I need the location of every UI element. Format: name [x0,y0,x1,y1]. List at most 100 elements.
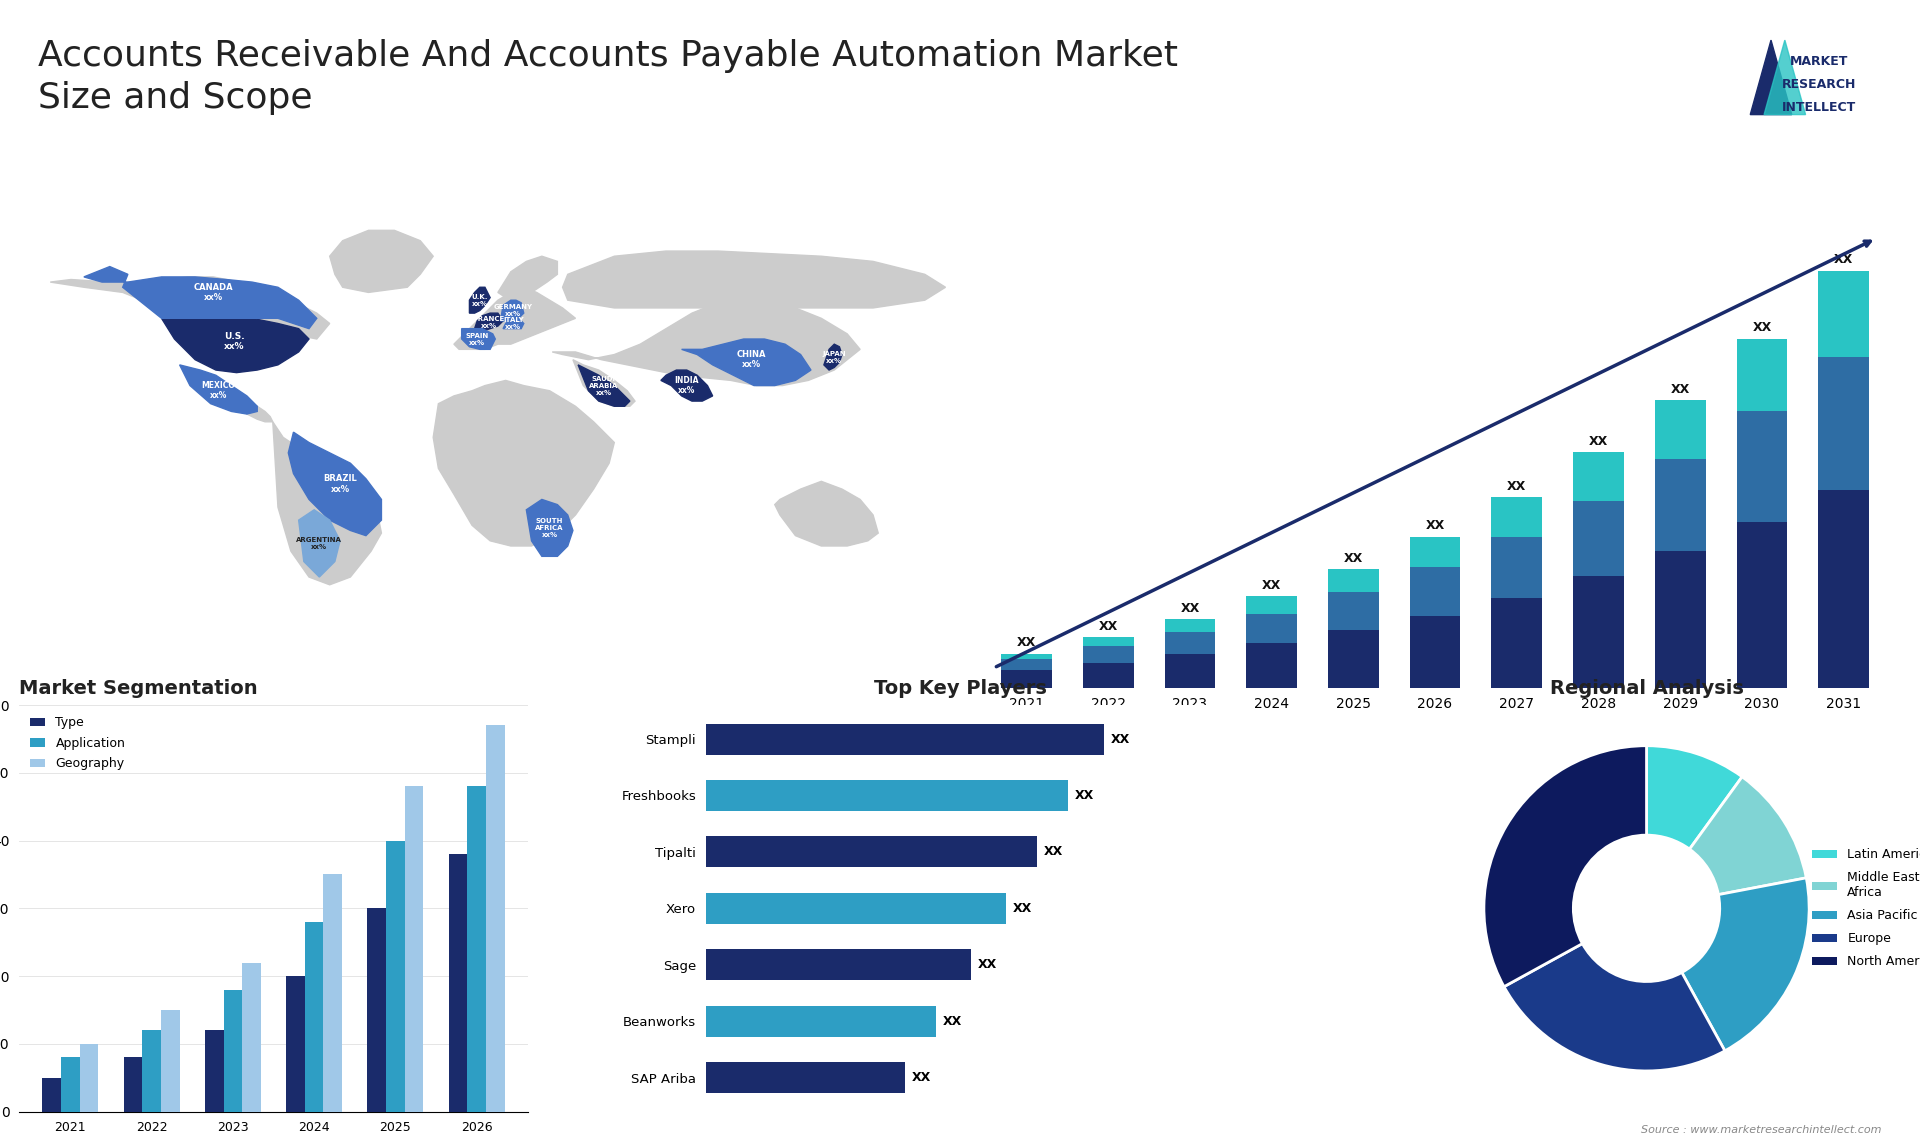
Text: XX: XX [943,1014,962,1028]
Wedge shape [1503,943,1724,1072]
Bar [1736,339,1788,411]
Polygon shape [242,401,273,422]
Polygon shape [180,364,257,414]
Polygon shape [161,319,309,372]
Text: XX: XX [1098,620,1117,633]
Polygon shape [273,422,382,584]
Text: Accounts Receivable And Accounts Payable Automation Market
Size and Scope: Accounts Receivable And Accounts Payable… [38,39,1179,115]
Bar [1655,460,1705,551]
Polygon shape [503,319,524,329]
Text: SOUTH
AFRICA
xx%: SOUTH AFRICA xx% [536,518,564,537]
Text: XX: XX [1507,480,1526,493]
Bar [1818,270,1868,356]
Text: BRAZIL
xx%: BRAZIL xx% [323,474,357,494]
Text: XX: XX [1018,636,1037,649]
Polygon shape [553,298,860,385]
Text: MEXICO
xx%: MEXICO xx% [202,382,236,400]
Bar [142,1030,161,1112]
Bar [1083,646,1133,662]
Bar [1655,400,1705,460]
Text: XX: XX [1425,519,1444,532]
Bar [61,1058,81,1112]
Bar [1246,643,1298,688]
Polygon shape [578,364,630,407]
Text: ITALY
xx%: ITALY xx% [503,317,524,330]
Bar [1246,596,1298,614]
Polygon shape [497,257,557,298]
Bar [707,780,1068,811]
Bar [1572,453,1624,501]
Polygon shape [501,300,524,321]
Bar [1655,551,1705,688]
Text: INTELLECT: INTELLECT [1782,101,1857,113]
Text: XX: XX [1110,732,1129,746]
Text: XX: XX [1670,383,1690,395]
Polygon shape [434,380,614,545]
Polygon shape [824,344,843,370]
Bar [1000,653,1052,659]
Text: RESEARCH: RESEARCH [1782,78,1857,91]
Bar [367,909,386,1112]
Wedge shape [1690,777,1807,895]
Text: SPAIN
xx%: SPAIN xx% [465,332,490,345]
Text: GERMANY
xx%: GERMANY xx% [493,304,534,317]
Bar [1165,619,1215,631]
Legend: Latin America, Middle East &
Africa, Asia Pacific, Europe, North America: Latin America, Middle East & Africa, Asi… [1807,843,1920,973]
Text: U.S.
xx%: U.S. xx% [223,332,244,352]
Polygon shape [822,339,852,370]
Text: SAUDI
ARABIA
xx%: SAUDI ARABIA xx% [589,376,618,395]
Text: XX: XX [1181,602,1200,615]
Bar [707,1062,904,1093]
Bar [1492,497,1542,536]
Text: U.K.
xx%: U.K. xx% [472,293,488,307]
Bar [1492,598,1542,688]
Bar [42,1077,61,1112]
Polygon shape [468,288,490,313]
Bar [1246,614,1298,643]
Text: INDIA
xx%: INDIA xx% [674,376,699,395]
Text: XX: XX [1753,322,1772,335]
Bar [386,840,405,1112]
Bar [1329,592,1379,630]
Bar [305,921,323,1112]
Polygon shape [1764,40,1805,115]
Bar [707,723,1104,754]
Polygon shape [563,251,945,308]
Bar [323,874,342,1112]
Polygon shape [1751,40,1791,115]
Bar [242,963,261,1112]
Bar [1818,490,1868,688]
Polygon shape [572,360,636,407]
Bar [1572,576,1624,688]
Bar [486,725,505,1112]
Polygon shape [50,277,330,339]
Text: ARGENTINA
xx%: ARGENTINA xx% [296,537,342,550]
Text: XX: XX [1261,579,1281,591]
Text: Market Segmentation: Market Segmentation [19,678,257,698]
Bar [1818,356,1868,490]
Bar [1083,662,1133,688]
Text: XX: XX [977,958,996,972]
Text: MARKET: MARKET [1789,55,1849,68]
Bar [1409,567,1461,615]
Bar [286,976,305,1112]
Text: FRANCE
xx%: FRANCE xx% [472,315,505,329]
Text: XX: XX [1014,902,1033,915]
Text: CANADA
xx%: CANADA xx% [194,283,232,303]
Bar [707,837,1037,868]
Polygon shape [84,267,317,329]
Bar [467,786,486,1112]
Bar [1409,536,1461,567]
Polygon shape [660,370,712,401]
Bar [1572,501,1624,576]
Text: XX: XX [1044,846,1064,858]
Polygon shape [330,230,434,292]
Title: Top Key Players: Top Key Players [874,678,1046,698]
Text: XX: XX [1344,551,1363,565]
Bar [1409,615,1461,688]
Text: XX: XX [912,1072,931,1084]
Bar [1083,637,1133,646]
Text: JAPAN
xx%: JAPAN xx% [822,351,847,363]
Bar [707,949,972,980]
Bar [405,786,424,1112]
